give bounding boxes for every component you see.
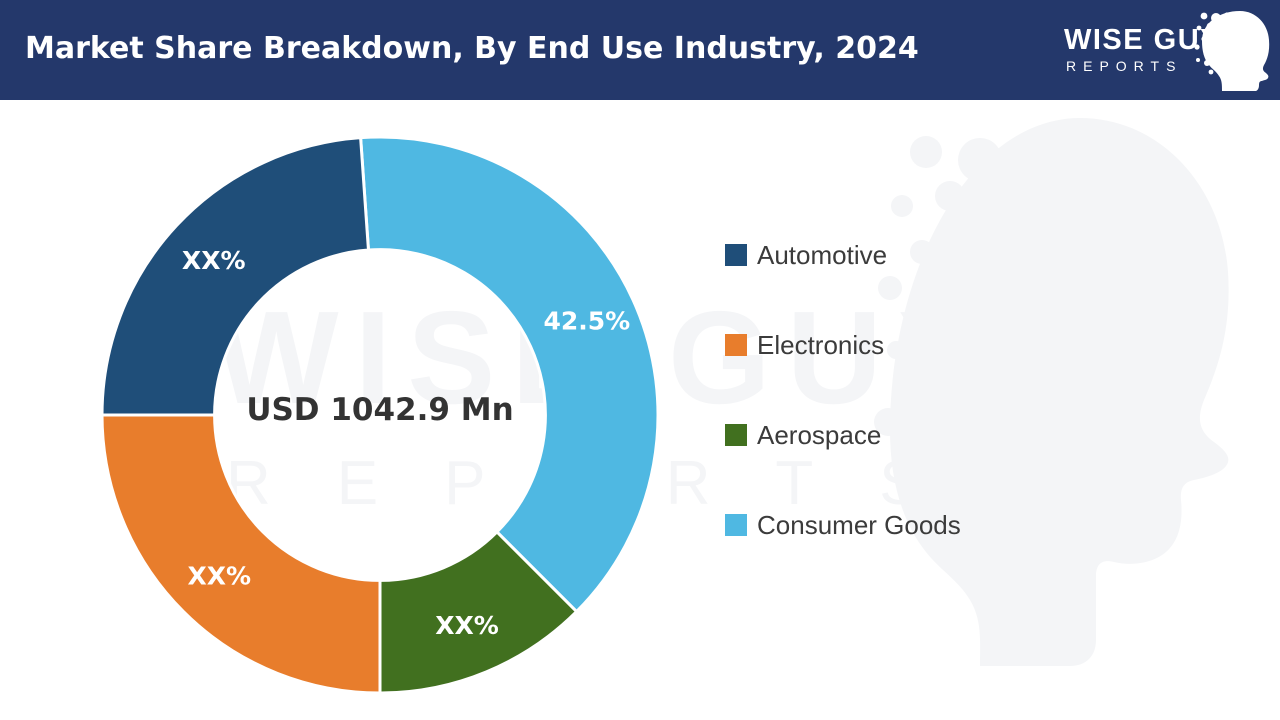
legend-swatch-icon: [725, 334, 747, 356]
legend-item-label: Aerospace: [757, 419, 882, 450]
header-bar: Market Share Breakdown, By End Use Indus…: [0, 0, 1280, 100]
logo-wordmark-wise-guy: WISE GUY: [1064, 24, 1222, 56]
legend-swatch-icon: [725, 514, 747, 536]
donut-slice-electronics[interactable]: [100, 413, 382, 695]
donut-slice-group: [100, 135, 660, 695]
legend-item-electronics[interactable]: Electronics: [725, 330, 884, 360]
legend-item-label: Electronics: [757, 329, 885, 360]
legend-item-label: Consumer Goods: [757, 509, 961, 540]
donut-chart-svg: 42.5% XX% XX% XX%: [100, 135, 660, 695]
legend-swatch-icon: [725, 244, 747, 266]
donut-slice-label-consumer-goods: 42.5%: [543, 307, 630, 336]
donut-slice-label-automotive: XX%: [182, 246, 246, 275]
legend-swatch-icon: [725, 424, 747, 446]
logo-head-profile-icon: [1194, 11, 1270, 91]
donut-slice-label-electronics: XX%: [187, 562, 251, 591]
chart-legend: Automotive Electronics Aerospace Consumer G…: [725, 240, 1145, 570]
legend-item-aerospace[interactable]: Aerospace: [725, 420, 881, 450]
legend-item-consumer-goods[interactable]: Consumer Goods: [725, 510, 961, 540]
page-title: Market Share Breakdown, By End Use Indus…: [25, 31, 919, 66]
brand-logo[interactable]: WISE GUY REPORTS: [1062, 8, 1272, 92]
legend-item-label: Automotive: [757, 239, 888, 270]
donut-chart: 42.5% XX% XX% XX% USD 1042.9 Mn: [95, 130, 665, 700]
donut-slice-label-aerospace: XX%: [435, 611, 499, 640]
donut-slice-automotive[interactable]: [100, 136, 371, 417]
donut-slice-consumer-goods[interactable]: [359, 135, 660, 614]
donut-label-group: 42.5% XX% XX% XX%: [182, 246, 630, 640]
logo-wordmark-reports: REPORTS: [1066, 58, 1183, 74]
legend-item-automotive[interactable]: Automotive: [725, 240, 887, 270]
